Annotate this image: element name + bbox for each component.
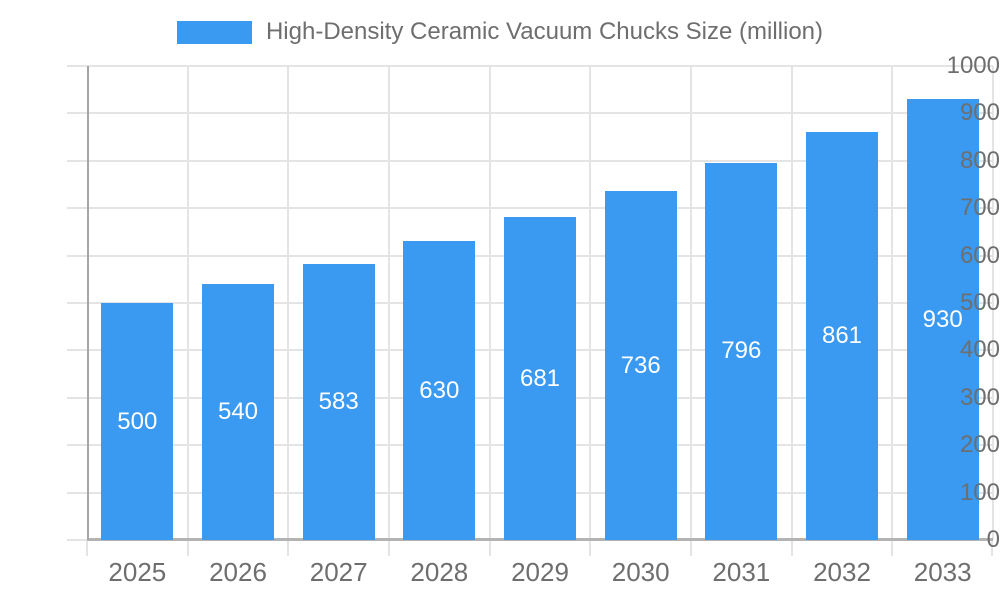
legend[interactable]: High-Density Ceramic Vacuum Chucks Size …: [0, 19, 1000, 45]
gridline-vertical: [488, 66, 491, 540]
y-axis-tick-label: 800: [959, 146, 1000, 174]
gridline-horizontal: [87, 112, 993, 115]
x-axis-tick-label: 2027: [309, 557, 368, 587]
gridline-vertical: [589, 66, 592, 540]
x-axis-tick-label: 2028: [410, 557, 469, 587]
plot-area: 500 540 583 630 681 736 796 861 930: [67, 65, 994, 556]
x-axis-tick: [86, 540, 88, 556]
gridline-vertical: [790, 66, 793, 540]
bar-2026[interactable]: 540: [202, 284, 274, 540]
y-axis-tick: [67, 65, 87, 67]
x-axis-tick-label: 2032: [813, 557, 871, 587]
gridline-vertical: [186, 66, 189, 540]
x-axis-tick: [388, 540, 390, 556]
bar-value-label: 930: [922, 305, 963, 333]
bar-2025[interactable]: 500: [101, 303, 174, 540]
bar-2032[interactable]: 861: [806, 131, 878, 540]
x-axis-tick-label: 2030: [611, 557, 670, 587]
gridline-horizontal: [87, 65, 993, 67]
y-axis-tick: [67, 349, 87, 352]
bar-2033[interactable]: 930: [906, 99, 979, 540]
bar-2028[interactable]: 630: [403, 241, 476, 540]
y-axis-tick-label: 900: [959, 99, 1000, 127]
y-axis-tick-label: 400: [959, 336, 1000, 364]
x-axis-tick: [488, 540, 491, 556]
bar-value-label: 500: [117, 407, 158, 435]
x-axis-tick-label: 2026: [209, 557, 267, 587]
y-axis-tick-label: 500: [959, 289, 1000, 316]
y-axis-tick-label: 300: [959, 383, 1000, 411]
bar-value-label: 861: [821, 321, 863, 349]
y-axis-tick: [67, 254, 87, 257]
y-axis-tick: [67, 396, 87, 399]
x-axis-tick: [891, 540, 894, 556]
gridline-vertical: [891, 66, 894, 540]
y-axis-tick-label: 0: [986, 526, 1000, 553]
y-axis-tick-label: 200: [959, 431, 1000, 459]
x-axis-tick: [186, 540, 189, 556]
x-axis-tick-label: 2033: [913, 557, 972, 587]
y-axis-tick: [67, 491, 87, 494]
gridline-horizontal: [87, 207, 993, 210]
y-axis-tick: [67, 207, 87, 210]
bar-value-label: 796: [721, 337, 762, 365]
x-axis-tick-label: 2025: [108, 557, 167, 587]
bar-2027[interactable]: 583: [302, 263, 375, 540]
y-axis-tick-label: 100: [959, 478, 1000, 506]
y-axis-line: [87, 66, 89, 540]
bar-2029[interactable]: 681: [504, 217, 576, 540]
x-axis-tick-label: 2031: [712, 557, 771, 587]
gridline-vertical: [690, 66, 692, 540]
bar-value-label: 630: [419, 376, 460, 404]
legend-label: High-Density Ceramic Vacuum Chucks Size …: [265, 18, 824, 45]
x-axis-tick-label: 2029: [511, 557, 569, 587]
y-axis-tick: [67, 112, 87, 115]
y-axis-tick: [67, 159, 87, 162]
x-axis-tick: [287, 540, 290, 556]
bar-value-label: 540: [217, 398, 259, 426]
x-axis-tick: [690, 540, 692, 556]
bar-value-label: 681: [519, 364, 561, 392]
y-axis-tick-label: 700: [959, 194, 1000, 222]
gridline-vertical: [287, 66, 290, 540]
y-axis-tick: [67, 302, 87, 304]
y-axis-tick-label: 1000: [946, 52, 1000, 79]
legend-swatch: [176, 20, 252, 44]
bar-value-label: 736: [620, 351, 661, 379]
x-axis-tick: [589, 540, 592, 556]
gridline-vertical: [992, 66, 994, 540]
gridline-horizontal: [87, 159, 993, 162]
bar-value-label: 583: [318, 387, 359, 415]
x-axis-tick: [790, 540, 793, 556]
y-axis-tick-label: 600: [959, 241, 1000, 269]
y-axis-tick: [67, 539, 87, 541]
x-axis-tick: [991, 540, 993, 556]
bar-2030[interactable]: 736: [604, 191, 677, 540]
bar-2031[interactable]: 796: [705, 162, 778, 540]
y-axis-tick: [67, 444, 87, 447]
gridline-vertical: [388, 66, 390, 540]
